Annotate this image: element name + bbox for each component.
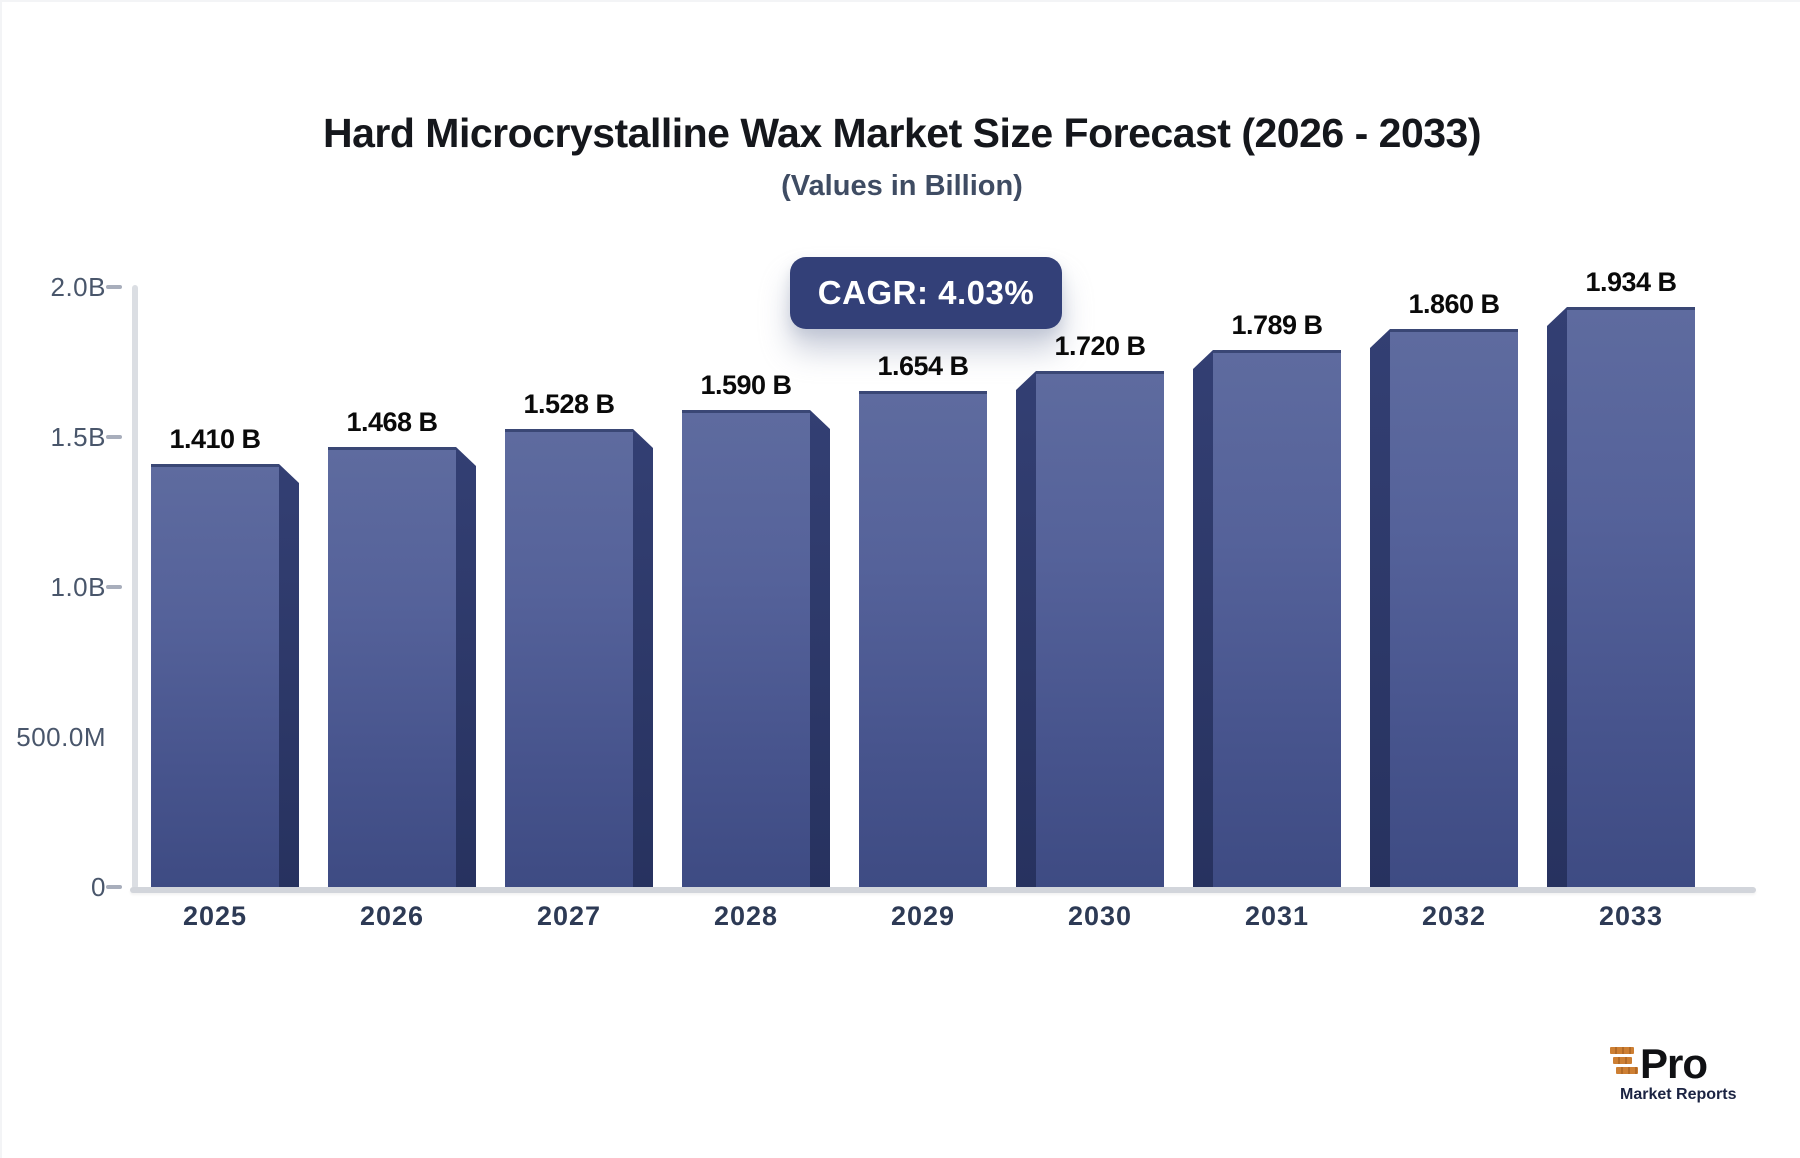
x-tick-label: 2032: [1421, 901, 1487, 931]
chart-title: Hard Microcrystalline Wax Market Size Fo…: [323, 110, 1482, 156]
logo-bars-icon: [1610, 1047, 1638, 1077]
y-axis-line: [132, 285, 138, 889]
bar-value-label: 1.410 B: [169, 424, 261, 454]
bar-3d-side: [279, 464, 299, 887]
bar-3d-side: [456, 447, 476, 887]
bar-value-label: 1.528 B: [523, 389, 615, 419]
bar-2026: [328, 447, 456, 887]
x-tick-label: 2025: [182, 901, 248, 931]
x-tick-label: 2029: [890, 901, 956, 931]
bar-value-label: 1.468 B: [346, 407, 438, 437]
bar-2032: [1390, 329, 1518, 887]
bar-2029: [859, 391, 987, 887]
y-tick-mark: [106, 885, 122, 889]
cagr-badge: CAGR: 4.03%: [790, 257, 1062, 329]
y-tick-label: 500.0M: [16, 722, 106, 752]
bar-3d-side: [810, 410, 830, 887]
x-tick-label: 2033: [1598, 901, 1664, 931]
bar-value-label: 1.590 B: [700, 370, 792, 400]
y-tick-mark: [106, 585, 122, 589]
bar-value-label: 1.860 B: [1408, 289, 1500, 319]
bar-value-label: 1.789 B: [1231, 310, 1323, 340]
bar-3d-side: [1193, 350, 1213, 887]
x-tick-label: 2027: [536, 901, 602, 931]
brand-logo: Pro Market Reports: [1610, 1040, 1770, 1104]
x-tick-label: 2030: [1067, 901, 1133, 931]
bar-2027: [505, 429, 633, 887]
x-axis-line: [130, 887, 1756, 893]
logo-subtext: Market Reports: [1620, 1086, 1737, 1103]
bar-3d-side: [633, 429, 653, 887]
x-tick-label: 2031: [1244, 901, 1310, 931]
y-tick-mark: [106, 435, 122, 439]
bar-value-label: 1.934 B: [1585, 267, 1677, 297]
chart-subtitle: (Values in Billion): [781, 170, 1023, 202]
bar-2033: [1567, 307, 1695, 887]
bar-3d-side: [1370, 329, 1390, 887]
y-tick-label: 1.0B: [50, 572, 106, 602]
bar-2025: [151, 464, 279, 887]
bar-value-label: 1.720 B: [1054, 331, 1146, 361]
y-tick-mark: [106, 285, 122, 289]
bar-3d-side: [1016, 371, 1036, 887]
x-tick-label: 2026: [359, 901, 425, 931]
logo-text: Pro: [1640, 1040, 1708, 1087]
bar-2031: [1213, 350, 1341, 887]
y-tick-label: 0: [91, 872, 106, 902]
bar-value-label: 1.654 B: [877, 351, 969, 381]
bar-3d-side: [1547, 307, 1567, 887]
x-tick-label: 2028: [713, 901, 779, 931]
bar-2030: [1036, 371, 1164, 887]
y-tick-label: 2.0B: [50, 272, 106, 302]
bar-2028: [682, 410, 810, 887]
y-tick-label: 1.5B: [50, 422, 106, 452]
